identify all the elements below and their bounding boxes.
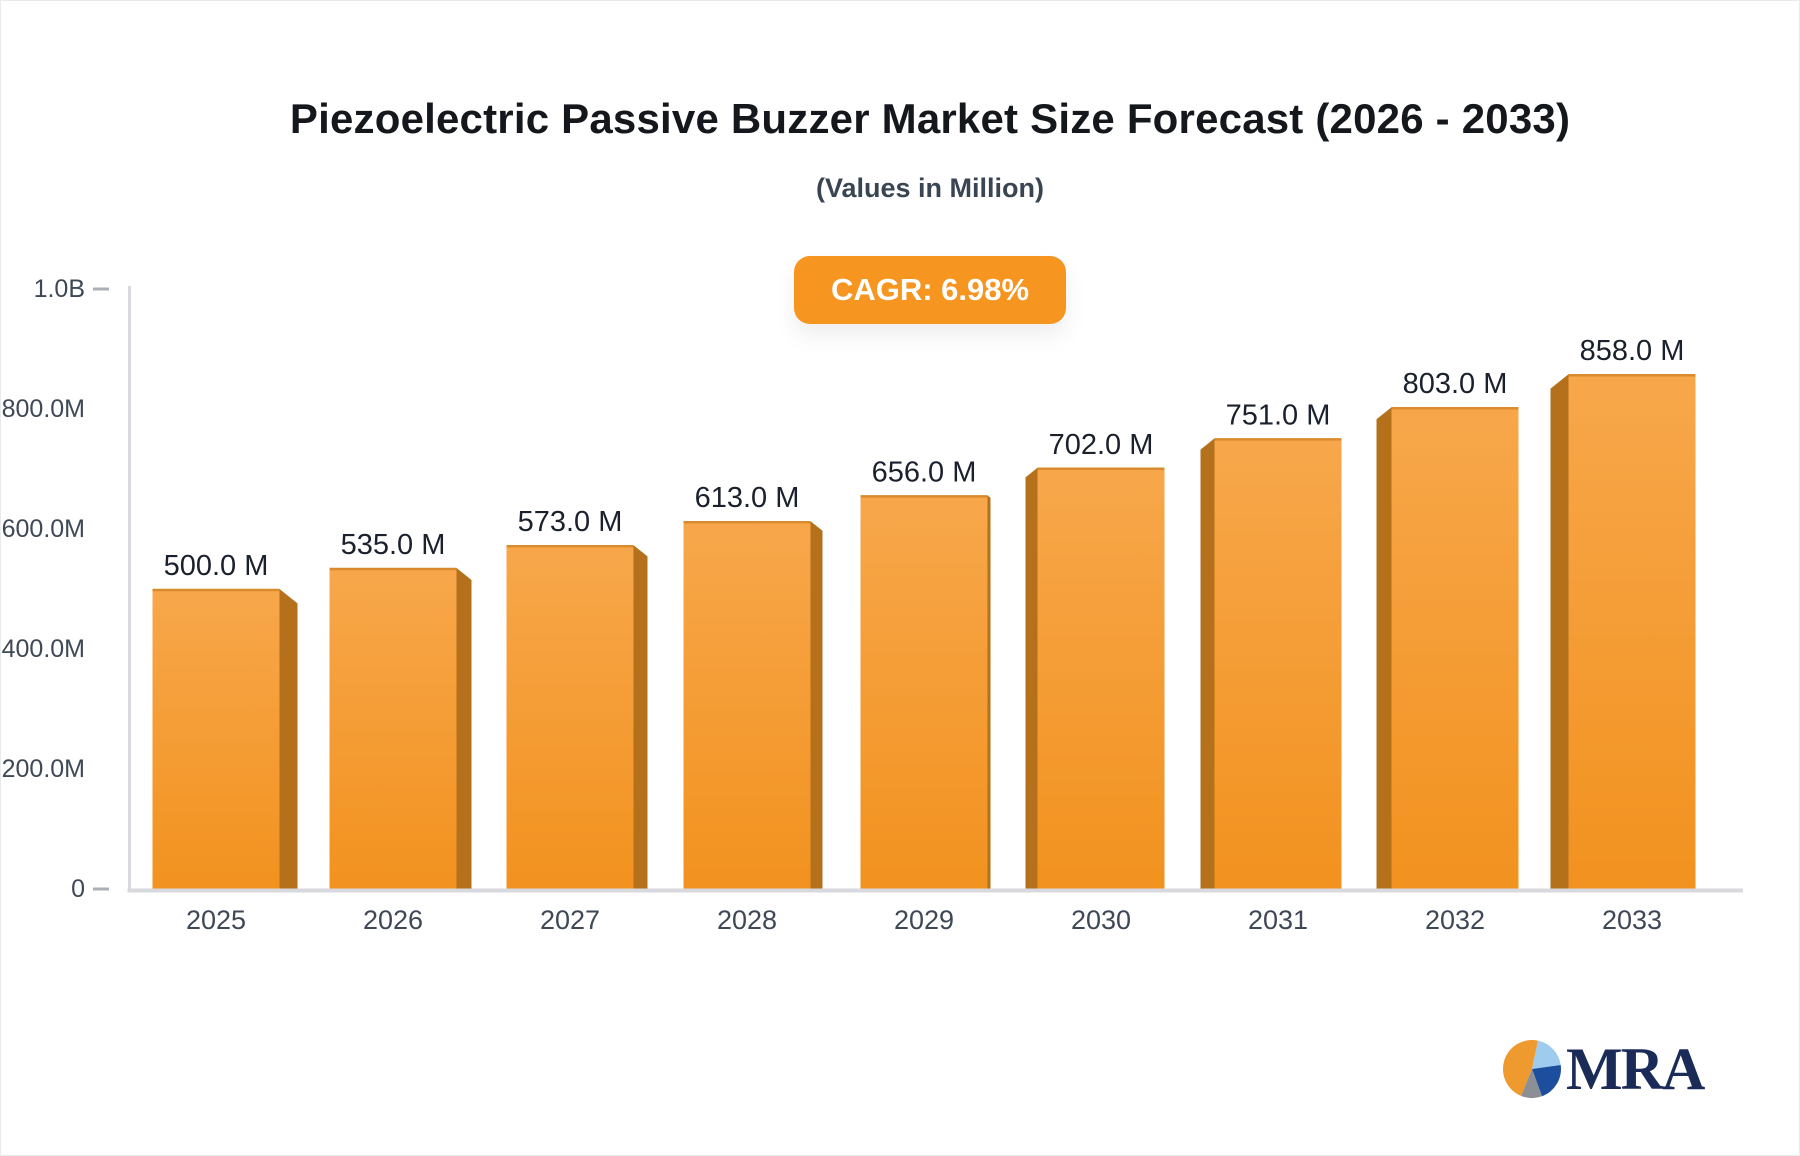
bar-side bbox=[987, 495, 991, 889]
x-tick-label-2027: 2027 bbox=[540, 905, 600, 935]
bar-value-label: 803.0 M bbox=[1403, 368, 1508, 400]
brand-logo: MRA bbox=[1501, 1036, 1705, 1102]
bar-face bbox=[1568, 374, 1696, 889]
bar-2026: 535.0 M 2026 bbox=[329, 529, 472, 935]
brand-text: MRA bbox=[1566, 1036, 1705, 1102]
bar-face bbox=[1214, 438, 1342, 889]
bar-side bbox=[1200, 438, 1215, 889]
x-tick-label-2031: 2031 bbox=[1248, 905, 1308, 935]
light-blue-slice bbox=[1532, 1040, 1561, 1069]
chart-header: Piezoelectric Passive Buzzer Market Size… bbox=[121, 1, 1739, 341]
bar-value-label: 535.0 M bbox=[341, 529, 446, 561]
y-tick-label-1.0B: 1.0B bbox=[34, 275, 85, 303]
bar-value-label: 858.0 M bbox=[1580, 335, 1685, 367]
y-tick-label-600.0M: 600.0M bbox=[2, 515, 85, 543]
bar-side bbox=[1025, 467, 1038, 889]
bar-face bbox=[860, 495, 988, 889]
brand-pie-icon bbox=[1502, 1039, 1562, 1098]
bar-face bbox=[1391, 407, 1519, 889]
chart-title: Piezoelectric Passive Buzzer Market Size… bbox=[289, 95, 1571, 142]
bar-face bbox=[329, 568, 457, 889]
x-tick-label-2028: 2028 bbox=[717, 905, 777, 935]
bar-value-label: 656.0 M bbox=[872, 456, 977, 488]
bar-side bbox=[633, 545, 648, 889]
orange-slice bbox=[1502, 1039, 1539, 1096]
bar-side bbox=[456, 568, 472, 889]
bar-2025: 500.0 M 2025 bbox=[152, 550, 298, 935]
bar-2030: 702.0 M 2030 bbox=[1025, 429, 1165, 935]
bar-value-label: 573.0 M bbox=[518, 506, 623, 538]
bar-face bbox=[152, 589, 280, 889]
bar-2032: 803.0 M 2032 bbox=[1376, 368, 1519, 935]
bar-value-label: 500.0 M bbox=[164, 550, 269, 582]
x-tick-label-2025: 2025 bbox=[186, 905, 246, 935]
bar-value-label: 702.0 M bbox=[1049, 429, 1154, 461]
cagr-badge: CAGR: 6.98% bbox=[794, 256, 1066, 324]
x-tick-label-2029: 2029 bbox=[894, 905, 954, 935]
y-tick-label-800.0M: 800.0M bbox=[2, 395, 85, 423]
bar-side bbox=[1550, 374, 1569, 889]
bar-value-label: 751.0 M bbox=[1226, 399, 1331, 431]
bar-face bbox=[506, 545, 634, 889]
bar-2033: 858.0 M 2033 bbox=[1550, 335, 1696, 935]
x-tick-label-2026: 2026 bbox=[363, 905, 423, 935]
cagr-badge-label: CAGR: 6.98% bbox=[830, 272, 1030, 307]
bar-2029: 656.0 M 2029 bbox=[860, 456, 991, 935]
bar-face bbox=[1037, 467, 1165, 889]
gray-slice bbox=[1521, 1069, 1542, 1098]
bar-side bbox=[1376, 407, 1392, 889]
y-tick-label-200.0M: 200.0M bbox=[2, 755, 85, 783]
x-tick-label-2030: 2030 bbox=[1071, 905, 1131, 935]
bar-side bbox=[810, 521, 823, 889]
bar-side bbox=[279, 589, 298, 889]
bar-2031: 751.0 M 2031 bbox=[1200, 399, 1342, 935]
bar-2028: 613.0 M 2028 bbox=[683, 482, 823, 935]
chart-subtitle: (Values in Million) bbox=[815, 173, 1045, 203]
y-tick-label-0: 0 bbox=[71, 875, 85, 903]
bar-2027: 573.0 M 2027 bbox=[506, 506, 648, 935]
x-tick-label-2033: 2033 bbox=[1602, 905, 1662, 935]
bar-face bbox=[683, 521, 811, 889]
y-tick-label-400.0M: 400.0M bbox=[2, 635, 85, 663]
bar-value-label: 613.0 M bbox=[695, 482, 800, 514]
x-tick-label-2032: 2032 bbox=[1425, 905, 1485, 935]
dark-blue-slice bbox=[1532, 1064, 1562, 1097]
